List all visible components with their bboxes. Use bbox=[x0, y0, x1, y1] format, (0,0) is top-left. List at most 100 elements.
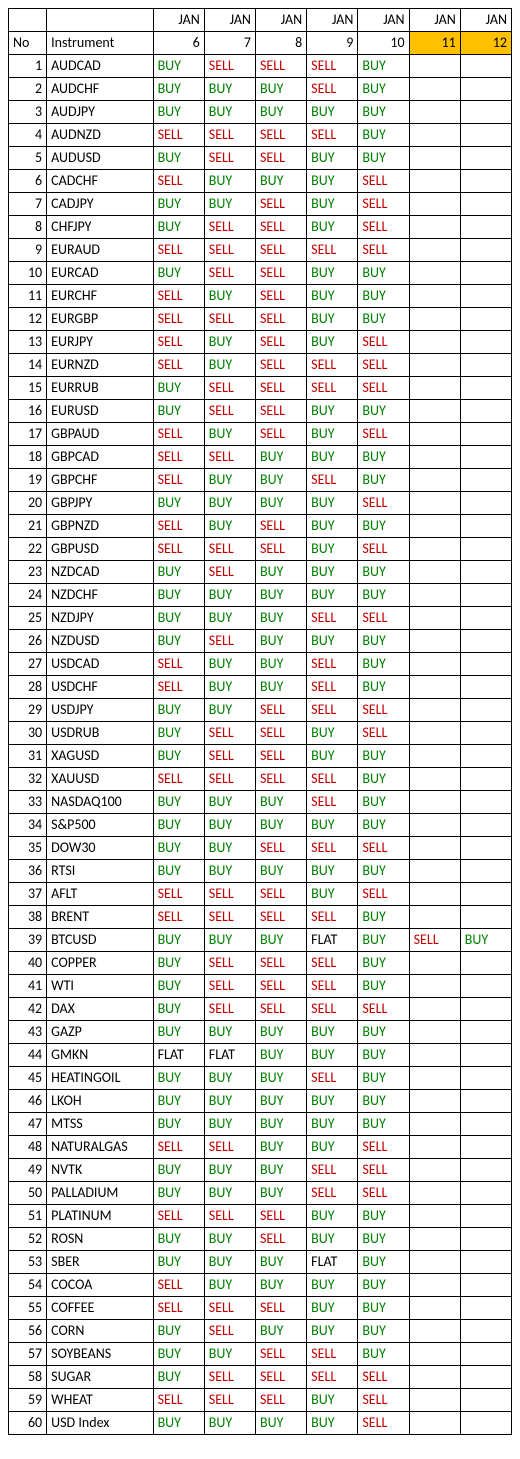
signal-cell: BUY bbox=[358, 515, 409, 538]
signal-cell bbox=[460, 1067, 511, 1090]
signal-cell: BUY bbox=[255, 929, 306, 952]
row-number: 10 bbox=[9, 262, 47, 285]
signal-cell bbox=[409, 147, 460, 170]
instrument-name: AUDUSD bbox=[47, 147, 153, 170]
signal-cell: BUY bbox=[307, 860, 358, 883]
signal-cell: BUY bbox=[153, 1343, 204, 1366]
signal-cell: BUY bbox=[307, 1090, 358, 1113]
signal-cell: BUY bbox=[307, 423, 358, 446]
signal-cell: BUY bbox=[153, 1366, 204, 1389]
signal-cell bbox=[409, 1113, 460, 1136]
instrument-name: USDJPY bbox=[47, 699, 153, 722]
table-row: 7CADJPYBUYBUYSELLBUYSELL bbox=[9, 193, 512, 216]
signal-cell bbox=[409, 193, 460, 216]
day-header: 12 bbox=[460, 32, 511, 55]
signal-cell: SELL bbox=[255, 975, 306, 998]
signal-cell: BUY bbox=[358, 1113, 409, 1136]
signal-cell: SELL bbox=[204, 630, 255, 653]
signal-cell: FLAT bbox=[153, 1044, 204, 1067]
signal-cell: SELL bbox=[204, 538, 255, 561]
signal-cell bbox=[409, 745, 460, 768]
signal-cell: BUY bbox=[255, 607, 306, 630]
signal-cell: BUY bbox=[307, 193, 358, 216]
instrument-name: HEATINGOIL bbox=[47, 1067, 153, 1090]
signal-cell: BUY bbox=[204, 492, 255, 515]
signal-cell bbox=[409, 1343, 460, 1366]
table-row: 53SBERBUYBUYBUYFLATBUY bbox=[9, 1251, 512, 1274]
signal-cell: SELL bbox=[307, 607, 358, 630]
signal-cell bbox=[460, 975, 511, 998]
signal-cell bbox=[460, 354, 511, 377]
signal-cell bbox=[409, 423, 460, 446]
signal-cell bbox=[460, 561, 511, 584]
signal-cell: SELL bbox=[204, 883, 255, 906]
signal-cell: SELL bbox=[204, 1297, 255, 1320]
month-label: JAN bbox=[358, 9, 409, 32]
signal-cell: SELL bbox=[307, 78, 358, 101]
table-row: 18GBPCADSELLSELLBUYBUYBUY bbox=[9, 446, 512, 469]
signal-cell: BUY bbox=[358, 1274, 409, 1297]
instrument-name: USDCAD bbox=[47, 653, 153, 676]
signal-cell: BUY bbox=[358, 147, 409, 170]
signal-cell: SELL bbox=[153, 515, 204, 538]
table-row: 27USDCADSELLBUYBUYSELLBUY bbox=[9, 653, 512, 676]
signal-cell: BUY bbox=[307, 1113, 358, 1136]
signal-cell: BUY bbox=[307, 1274, 358, 1297]
row-number: 13 bbox=[9, 331, 47, 354]
signal-cell: BUY bbox=[204, 860, 255, 883]
instrument-name: AUDCHF bbox=[47, 78, 153, 101]
row-number: 46 bbox=[9, 1090, 47, 1113]
table-row: 16EURUSDBUYSELLSELLBUYBUY bbox=[9, 400, 512, 423]
signal-cell bbox=[409, 1136, 460, 1159]
signal-cell: BUY bbox=[358, 1228, 409, 1251]
signal-cell: BUY bbox=[358, 676, 409, 699]
instrument-name: AFLT bbox=[47, 883, 153, 906]
instrument-name: GBPAUD bbox=[47, 423, 153, 446]
signal-cell: BUY bbox=[307, 1136, 358, 1159]
signal-cell: BUY bbox=[153, 1067, 204, 1090]
signal-cell: BUY bbox=[204, 193, 255, 216]
signal-cell: SELL bbox=[358, 699, 409, 722]
signal-cell: BUY bbox=[307, 147, 358, 170]
signal-cell: SELL bbox=[255, 1389, 306, 1412]
table-row: 14EURNZDSELLBUYSELLSELLSELL bbox=[9, 354, 512, 377]
row-number: 40 bbox=[9, 952, 47, 975]
signal-cell bbox=[460, 377, 511, 400]
signal-cell: BUY bbox=[358, 653, 409, 676]
signal-cell bbox=[460, 101, 511, 124]
signal-cell bbox=[409, 837, 460, 860]
signal-cell bbox=[409, 170, 460, 193]
signal-cell: BUY bbox=[358, 584, 409, 607]
signal-cell: SELL bbox=[255, 515, 306, 538]
row-number: 58 bbox=[9, 1366, 47, 1389]
signal-cell bbox=[409, 1021, 460, 1044]
month-label: JAN bbox=[460, 9, 511, 32]
instrument-name: GBPCHF bbox=[47, 469, 153, 492]
row-number: 8 bbox=[9, 216, 47, 239]
row-number: 28 bbox=[9, 676, 47, 699]
signal-cell bbox=[409, 400, 460, 423]
signal-cell: BUY bbox=[307, 1412, 358, 1435]
signal-cell: BUY bbox=[204, 354, 255, 377]
signal-cell: SELL bbox=[153, 446, 204, 469]
signal-cell bbox=[460, 1205, 511, 1228]
signal-cell bbox=[409, 354, 460, 377]
signal-cell: FLAT bbox=[307, 1251, 358, 1274]
signal-cell bbox=[409, 998, 460, 1021]
signal-cell bbox=[460, 446, 511, 469]
signal-cell: SELL bbox=[255, 377, 306, 400]
signal-cell: BUY bbox=[358, 561, 409, 584]
table-row: 13EURJPYSELLBUYSELLBUYSELL bbox=[9, 331, 512, 354]
signal-cell bbox=[409, 1159, 460, 1182]
signal-cell: SELL bbox=[204, 998, 255, 1021]
row-number: 11 bbox=[9, 285, 47, 308]
signal-cell: BUY bbox=[307, 515, 358, 538]
signal-cell: SELL bbox=[255, 216, 306, 239]
signal-cell: BUY bbox=[204, 515, 255, 538]
signal-cell: BUY bbox=[255, 1320, 306, 1343]
signal-cell: SELL bbox=[204, 561, 255, 584]
signal-cell: BUY bbox=[307, 1205, 358, 1228]
signal-cell bbox=[409, 814, 460, 837]
signal-cell: SELL bbox=[358, 331, 409, 354]
instrument-name: XAUUSD bbox=[47, 768, 153, 791]
